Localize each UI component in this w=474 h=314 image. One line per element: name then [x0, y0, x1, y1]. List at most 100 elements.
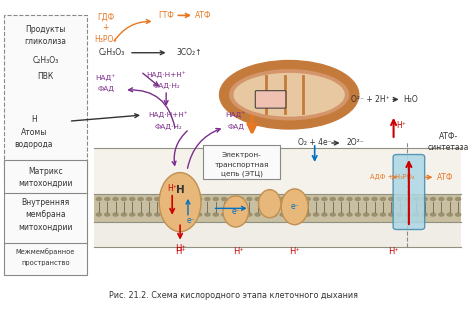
Circle shape: [363, 212, 369, 217]
Circle shape: [288, 212, 294, 217]
Ellipse shape: [281, 189, 308, 225]
Circle shape: [296, 197, 302, 201]
Circle shape: [346, 197, 353, 201]
Text: Межмембранное: Межмембранное: [16, 248, 75, 255]
Circle shape: [396, 197, 403, 201]
Text: ФАД·Н₂: ФАД·Н₂: [155, 123, 182, 130]
FancyBboxPatch shape: [4, 243, 87, 275]
Text: АТФ: АТФ: [195, 11, 211, 20]
Circle shape: [112, 212, 119, 217]
FancyBboxPatch shape: [94, 148, 461, 194]
Text: ФАД·Н₂: ФАД·Н₂: [152, 83, 180, 89]
Circle shape: [355, 212, 361, 217]
Text: ГТФ: ГТФ: [158, 11, 174, 20]
Circle shape: [338, 197, 345, 201]
Circle shape: [171, 212, 177, 217]
Circle shape: [246, 212, 253, 217]
Text: С₂Н₃О₃: С₂Н₃О₃: [99, 48, 125, 57]
Text: гликолиза: гликолиза: [25, 37, 66, 46]
Circle shape: [430, 212, 436, 217]
Circle shape: [255, 212, 261, 217]
Circle shape: [237, 197, 244, 201]
Text: Рис. 21.2. Схема кислородного этапа клеточного дыхания: Рис. 21.2. Схема кислородного этапа клет…: [109, 291, 358, 300]
Circle shape: [129, 212, 136, 217]
Text: Н⁺: Н⁺: [167, 184, 177, 192]
Text: Н⁺: Н⁺: [174, 247, 185, 257]
Text: НАД·Н+Н⁺: НАД·Н+Н⁺: [149, 111, 188, 118]
FancyBboxPatch shape: [4, 15, 87, 180]
Circle shape: [237, 212, 244, 217]
FancyBboxPatch shape: [94, 194, 461, 222]
Text: Н⁺: Н⁺: [233, 247, 244, 257]
Circle shape: [221, 212, 228, 217]
Text: НАД·Н+Н⁺: НАД·Н+Н⁺: [146, 71, 186, 78]
Text: ФАД: ФАД: [97, 85, 114, 92]
Circle shape: [96, 212, 102, 217]
Circle shape: [438, 197, 445, 201]
Text: Внутренняя: Внутренняя: [21, 198, 70, 207]
Ellipse shape: [258, 190, 281, 218]
Text: Н⁺: Н⁺: [289, 247, 300, 257]
Circle shape: [447, 197, 453, 201]
Circle shape: [204, 197, 211, 201]
Circle shape: [163, 212, 169, 217]
Circle shape: [212, 212, 219, 217]
Circle shape: [212, 197, 219, 201]
Text: Н: Н: [31, 115, 37, 124]
Circle shape: [255, 197, 261, 201]
Circle shape: [196, 197, 202, 201]
Ellipse shape: [159, 173, 201, 232]
Circle shape: [146, 212, 152, 217]
Text: Н⁺: Н⁺: [397, 122, 406, 130]
Circle shape: [263, 197, 269, 201]
Circle shape: [329, 212, 336, 217]
Circle shape: [271, 197, 278, 201]
Circle shape: [346, 212, 353, 217]
Circle shape: [313, 212, 319, 217]
Text: Продукты: Продукты: [25, 25, 65, 34]
Circle shape: [179, 212, 186, 217]
Text: С₂Н₃О₃: С₂Н₃О₃: [32, 56, 59, 65]
Circle shape: [455, 212, 461, 217]
Text: митохондрии: митохондрии: [18, 179, 73, 188]
Text: 2О²⁻: 2О²⁻: [346, 138, 364, 148]
Text: водорода: водорода: [15, 140, 53, 149]
Circle shape: [112, 197, 119, 201]
Text: ФАД: ФАД: [227, 123, 244, 130]
Text: АТФ: АТФ: [438, 173, 454, 182]
Text: цепь (ЭТЦ): цепь (ЭТЦ): [221, 171, 263, 177]
Circle shape: [271, 212, 278, 217]
Circle shape: [363, 197, 369, 201]
Circle shape: [154, 197, 161, 201]
Text: Н₂О: Н₂О: [403, 95, 418, 104]
Circle shape: [279, 212, 286, 217]
Circle shape: [413, 212, 419, 217]
FancyBboxPatch shape: [203, 144, 280, 179]
Circle shape: [196, 212, 202, 217]
Text: синтетаза: синтетаза: [428, 143, 469, 152]
Circle shape: [371, 212, 378, 217]
Circle shape: [447, 212, 453, 217]
Text: пространство: пространство: [21, 260, 70, 267]
Text: е⁻: е⁻: [291, 202, 299, 211]
Circle shape: [104, 197, 110, 201]
Circle shape: [380, 212, 386, 217]
Text: мембрана: мембрана: [25, 210, 66, 219]
Circle shape: [455, 197, 461, 201]
Circle shape: [388, 197, 394, 201]
Circle shape: [438, 212, 445, 217]
FancyBboxPatch shape: [4, 160, 87, 194]
Circle shape: [296, 212, 302, 217]
Circle shape: [304, 197, 311, 201]
Text: е⁻: е⁻: [231, 207, 240, 216]
Circle shape: [321, 212, 328, 217]
Circle shape: [229, 197, 236, 201]
Text: НАД⁺: НАД⁺: [226, 111, 246, 118]
Circle shape: [355, 197, 361, 201]
Circle shape: [221, 197, 228, 201]
Circle shape: [204, 212, 211, 217]
Circle shape: [430, 197, 436, 201]
Text: Атомы: Атомы: [21, 127, 47, 137]
Circle shape: [405, 197, 411, 201]
Circle shape: [263, 212, 269, 217]
